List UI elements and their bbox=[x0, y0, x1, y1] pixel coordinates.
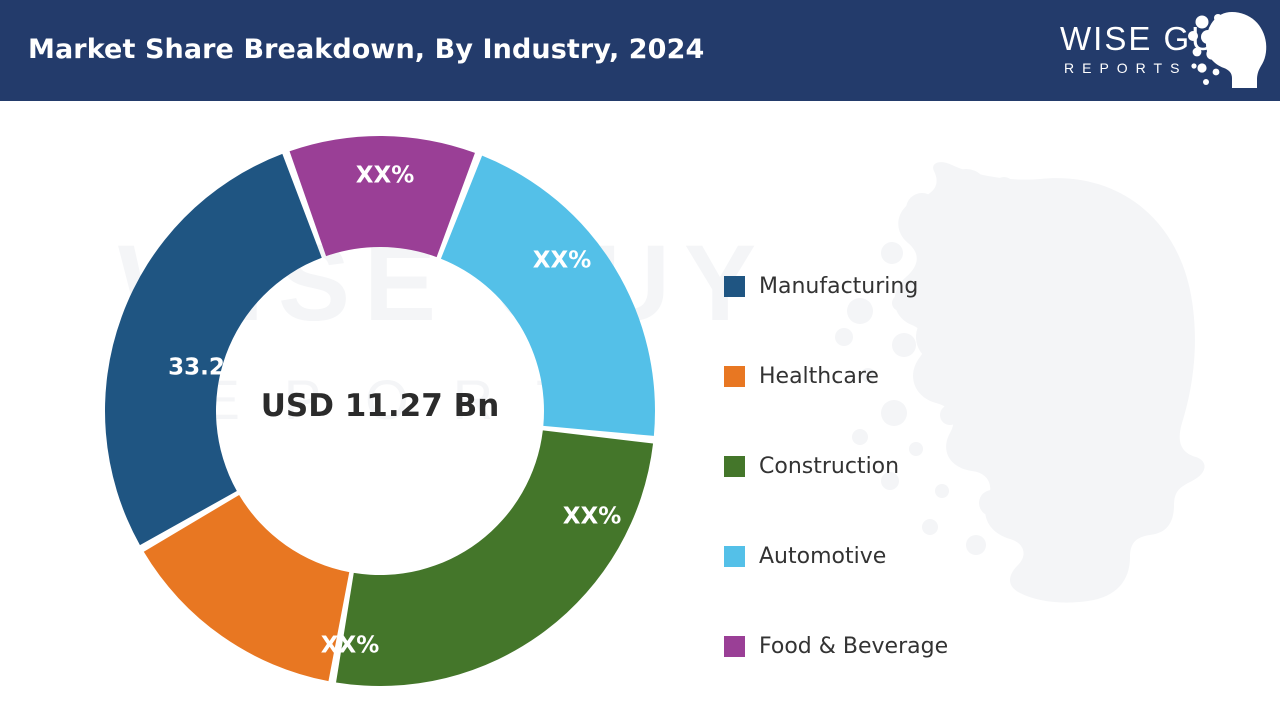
donut-slice[interactable] bbox=[440, 155, 655, 436]
legend-item-label: Manufacturing bbox=[759, 273, 919, 299]
donut-slice[interactable] bbox=[289, 136, 475, 258]
chart-canvas: WISE GUY REPORTS 33.2% XX% XX% XX% XX% USD 1… bbox=[0, 101, 1280, 720]
page-header: Market Share Breakdown, By Industry, 202… bbox=[0, 0, 1280, 101]
legend-item-automotive[interactable]: Automotive bbox=[724, 511, 1054, 601]
donut-slice-label: 33.2% bbox=[168, 355, 248, 381]
legend-swatch-icon bbox=[724, 455, 745, 477]
donut-slice-label: XX% bbox=[533, 248, 592, 274]
donut-slice[interactable] bbox=[105, 153, 322, 546]
legend-item-label: Food & Beverage bbox=[759, 633, 949, 659]
legend-item-manufacturing[interactable]: Manufacturing bbox=[724, 241, 1054, 331]
donut-slice[interactable] bbox=[143, 494, 350, 682]
donut-slice-label: XX% bbox=[563, 504, 622, 530]
head-dots-logo-icon bbox=[1188, 12, 1267, 88]
legend-item-construction[interactable]: Construction bbox=[724, 421, 1054, 511]
legend-item-label: Healthcare bbox=[759, 363, 879, 389]
legend-item-food-beverage[interactable]: Food & Beverage bbox=[724, 601, 1054, 691]
legend-swatch-icon bbox=[724, 545, 745, 567]
brand-logo: WISE GUY REPORTS bbox=[1058, 8, 1274, 94]
logo-secondary-text: REPORTS bbox=[1064, 60, 1188, 76]
page-title: Market Share Breakdown, By Industry, 202… bbox=[28, 34, 705, 65]
donut-slice-label: XX% bbox=[356, 163, 415, 189]
legend-item-label: Construction bbox=[759, 453, 900, 479]
chart-legend: Manufacturing Healthcare Construction Au… bbox=[724, 241, 1054, 691]
donut-chart: 33.2% XX% XX% XX% XX% USD 11.27 Bn bbox=[95, 121, 665, 691]
legend-swatch-icon bbox=[724, 275, 745, 297]
legend-item-label: Automotive bbox=[759, 543, 887, 569]
donut-chart-svg: 33.2% XX% XX% XX% XX% bbox=[105, 136, 655, 686]
legend-swatch-icon bbox=[724, 365, 745, 387]
legend-swatch-icon bbox=[724, 635, 745, 657]
donut-slice-label: XX% bbox=[321, 633, 380, 659]
legend-item-healthcare[interactable]: Healthcare bbox=[724, 331, 1054, 421]
donut-slice[interactable] bbox=[336, 430, 654, 686]
